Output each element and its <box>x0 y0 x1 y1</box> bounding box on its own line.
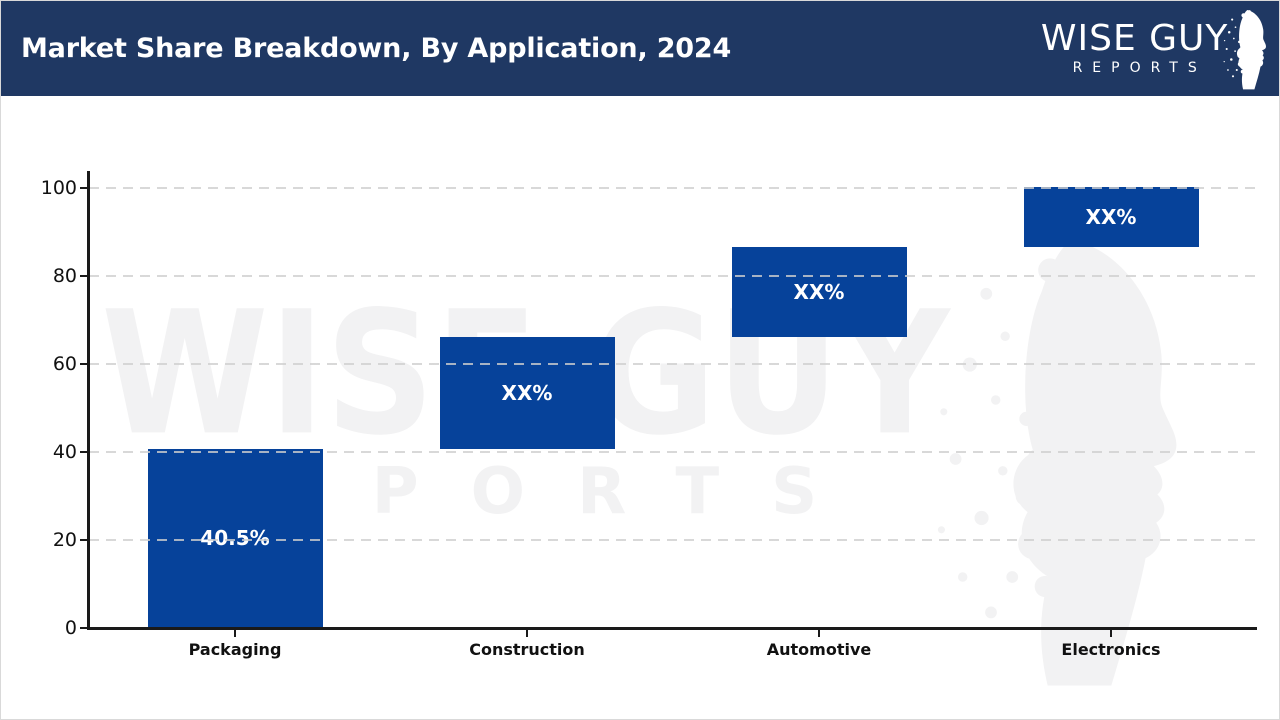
y-tick-mark <box>80 627 87 629</box>
waterfall-bar-packaging: 40.5% <box>147 448 323 627</box>
y-axis-line <box>87 171 90 630</box>
header-bar: Market Share Breakdown, By Application, … <box>1 1 1279 96</box>
y-tick-label: 60 <box>52 353 77 375</box>
y-tick-mark <box>80 451 87 453</box>
x-tick-mark <box>1110 630 1112 637</box>
wiseguy-logo: WISE GUY REPORTS <box>1041 7 1267 91</box>
y-tick-label: 0 <box>64 617 77 639</box>
x-category-label: Electronics <box>1061 640 1161 659</box>
x-category-label: Packaging <box>188 640 282 659</box>
gridline <box>89 275 1257 277</box>
waterfall-bar-construction: XX% <box>439 336 615 449</box>
gridline <box>89 363 1257 365</box>
y-tick-mark <box>80 363 87 365</box>
y-tick-mark <box>80 187 87 189</box>
x-tick-mark <box>234 630 236 637</box>
gridline <box>89 187 1257 189</box>
x-tick-mark <box>526 630 528 637</box>
waterfall-bar-automotive: XX% <box>731 247 907 337</box>
waterfall-bar-electronics: XX% <box>1023 187 1199 248</box>
y-tick-label: 80 <box>52 265 77 287</box>
bar-value-label: XX% <box>1085 205 1137 230</box>
x-category-label: Automotive <box>766 640 872 659</box>
y-tick-label: 40 <box>52 441 77 463</box>
chart-title: Market Share Breakdown, By Application, … <box>21 33 732 64</box>
y-tick-mark <box>80 275 87 277</box>
gridline <box>89 539 1257 541</box>
y-tick-label: 20 <box>52 529 77 551</box>
y-tick-mark <box>80 539 87 541</box>
gridline <box>89 451 1257 453</box>
head-dots-icon <box>1223 9 1267 89</box>
x-category-label: Construction <box>469 640 585 659</box>
logo-subtitle: REPORTS <box>1072 60 1207 76</box>
bar-value-label: 40.5% <box>200 525 270 550</box>
bar-value-label: XX% <box>793 279 845 304</box>
x-tick-mark <box>818 630 820 637</box>
y-tick-label: 100 <box>40 177 77 199</box>
x-axis-line <box>87 627 1257 630</box>
logo-text: WISE GUY REPORTS <box>1040 18 1229 77</box>
logo-wordmark: WISE GUY <box>1040 18 1229 59</box>
bar-value-label: XX% <box>501 380 553 405</box>
